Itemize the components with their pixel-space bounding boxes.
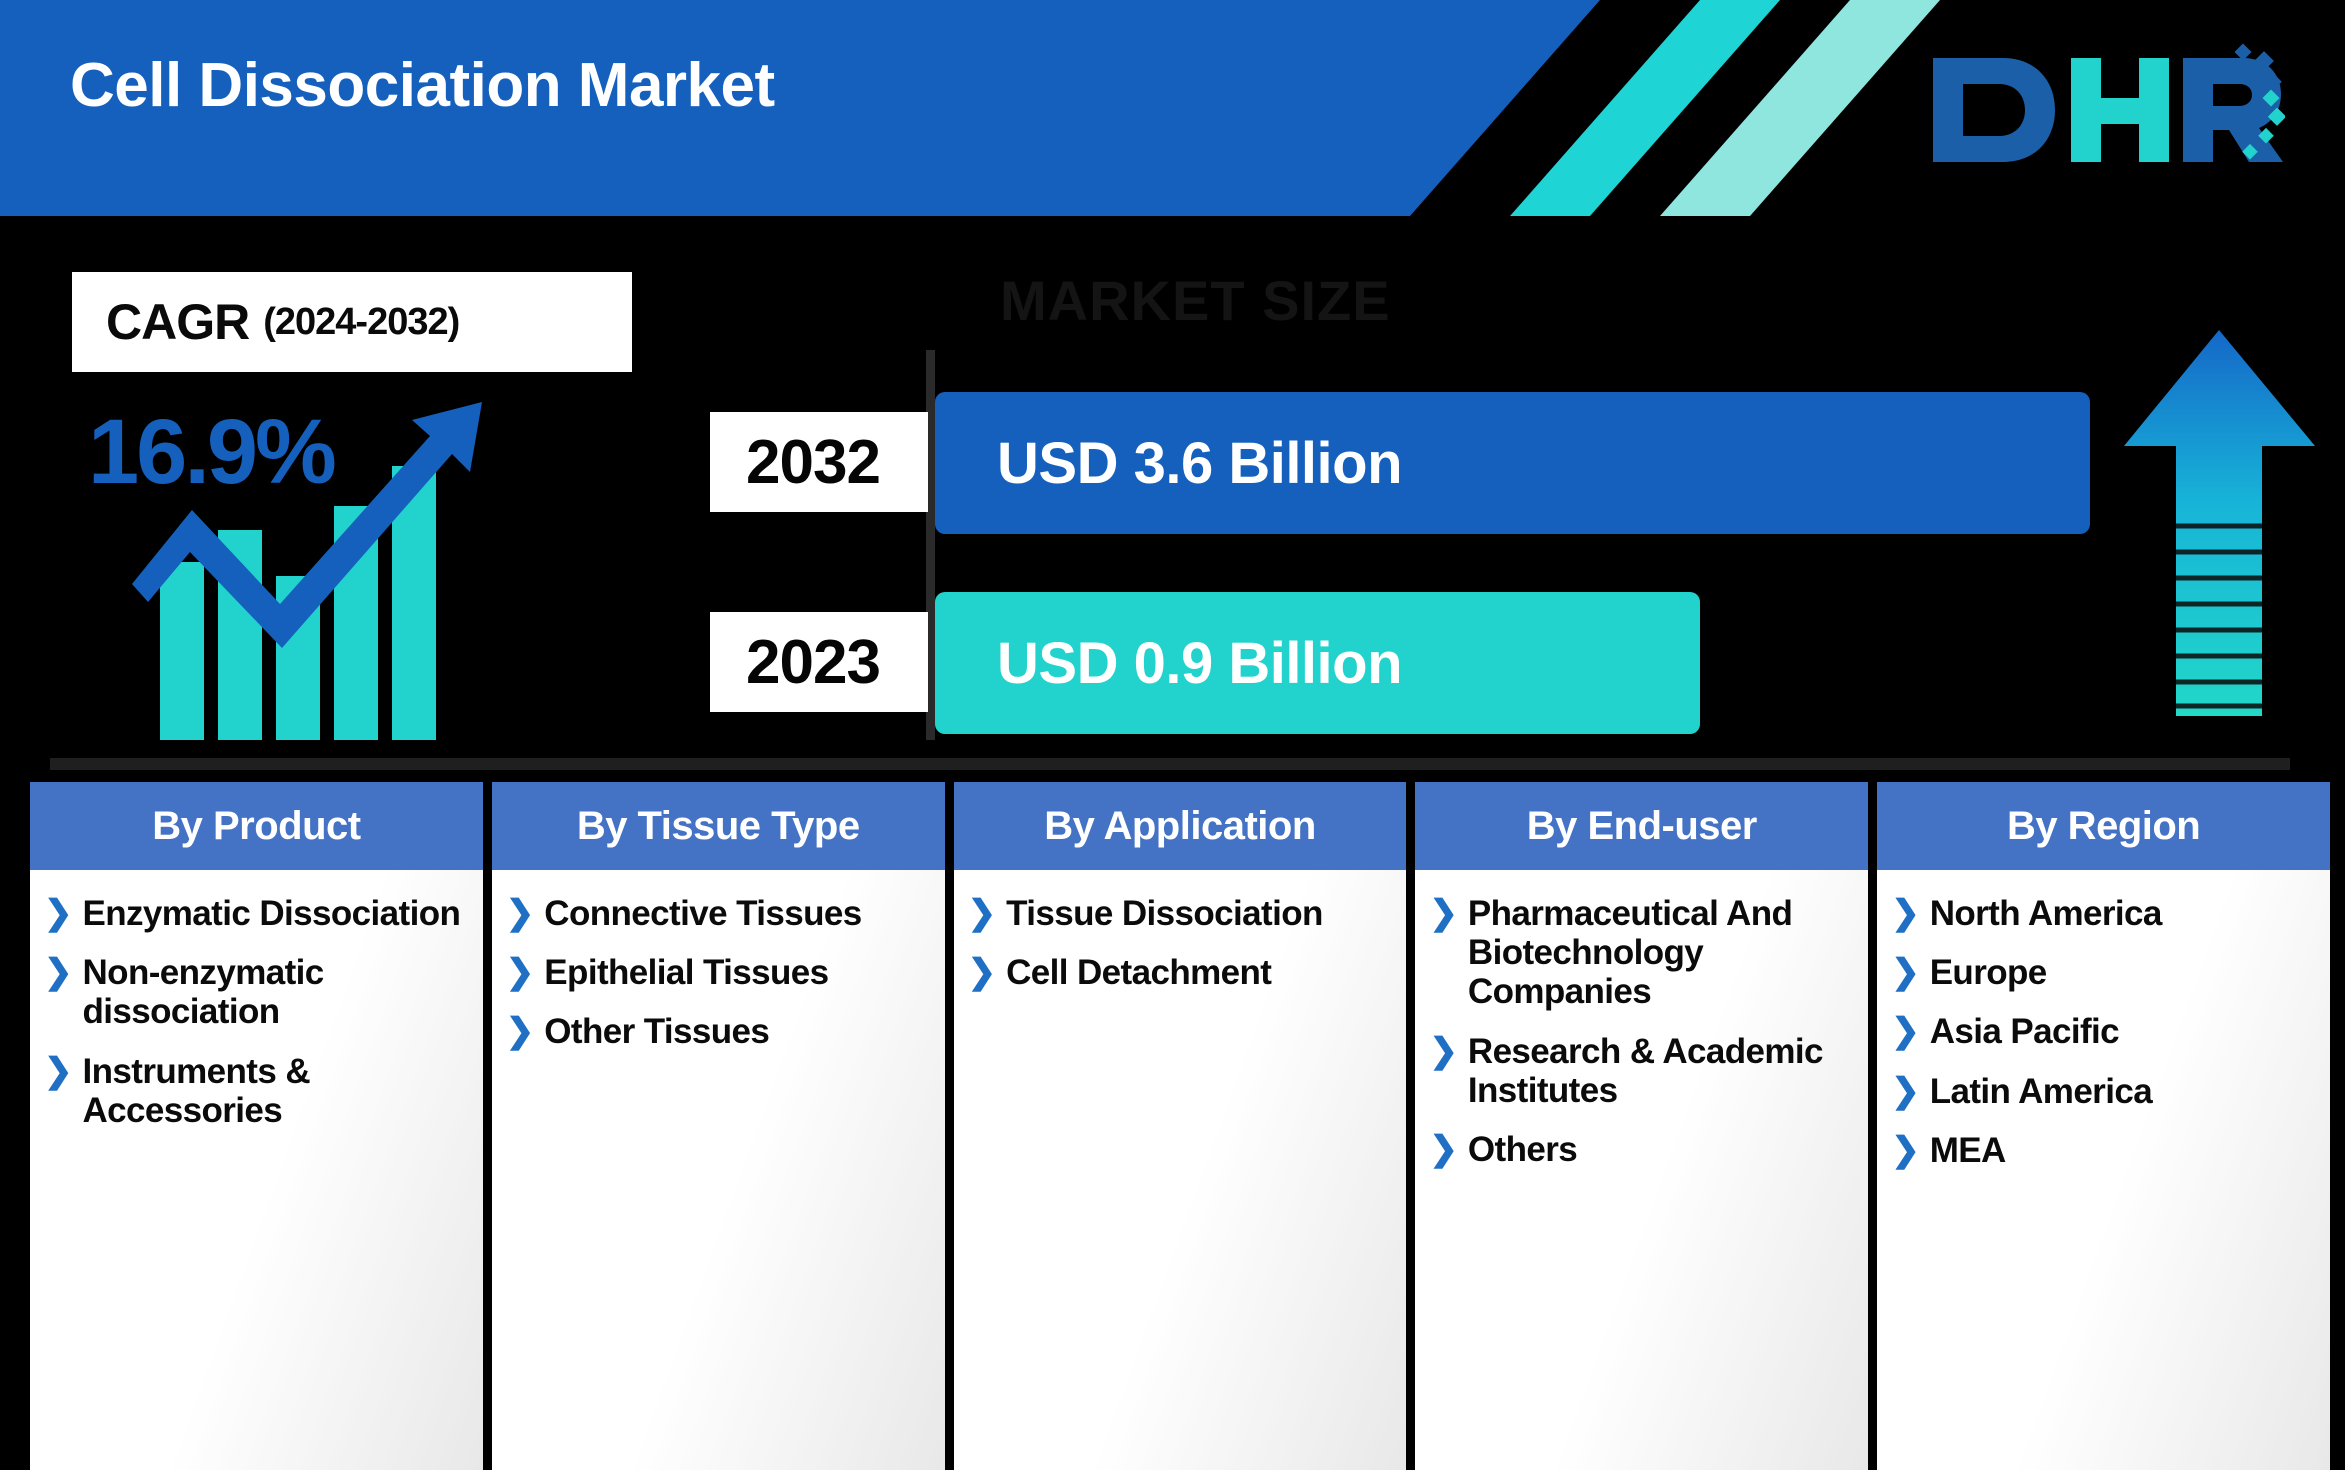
segment-header-label: By Region [2006, 803, 2201, 848]
segment-header-by-tissue-type: By Tissue Type [491, 782, 945, 870]
list-item-label: MEA [1929, 1130, 2007, 1170]
list-item[interactable]: ❯ Pharmaceutical And Biotechnology Compa… [1429, 894, 1854, 1012]
list-item-label: Other Tissues [544, 1012, 770, 1052]
segment-header-by-product: By Product [30, 782, 483, 870]
segment-list-by-end-user: ❯ Pharmaceutical And Biotechnology Compa… [1415, 870, 1868, 1189]
list-item[interactable]: ❯ Latin America [1891, 1072, 2316, 1111]
year-label-2032-text: 2032 [746, 427, 881, 497]
list-item[interactable]: ❯ Enzymatic Dissociation [44, 894, 469, 933]
list-item[interactable]: ❯ Others [1429, 1130, 1854, 1169]
chevron-right-icon: ❯ [44, 953, 73, 992]
list-item-label: Connective Tissues [544, 894, 862, 933]
list-item-label: Pharmaceutical And Biotechnology Compani… [1467, 894, 1793, 1012]
chevron-right-icon: ❯ [1891, 1071, 1920, 1110]
segment-column-by-tissue-type: By Tissue Type ❯ Connective Tissues ❯ Ep… [491, 782, 945, 1470]
list-item-label: Latin America [1929, 1071, 2153, 1111]
list-item-label: Others [1467, 1129, 1578, 1169]
list-item[interactable]: ❯ Europe [1891, 953, 2316, 992]
segment-header-by-application: By Application [953, 782, 1407, 870]
page-title: Cell Dissociation Market [70, 51, 775, 120]
list-item[interactable]: ❯ Instruments & Accessories [44, 1052, 469, 1130]
list-item[interactable]: ❯ Asia Pacific [1891, 1012, 2316, 1051]
segment-list-by-application: ❯ Tissue Dissociation ❯ Cell Detachment [954, 870, 1407, 1012]
cagr-value: 16.9% [88, 401, 337, 503]
chevron-right-icon: ❯ [1891, 1130, 1920, 1169]
segment-columns: By Product ❯ Enzymatic Dissociation ❯ No… [30, 782, 2330, 1470]
year-label-2032: 2032 [710, 412, 928, 512]
chevron-right-icon: ❯ [967, 953, 997, 992]
market-size-value-2023: USD 0.9 Billion [997, 630, 1403, 696]
chart-axis-line [926, 350, 935, 740]
list-item-label: Europe [1929, 953, 2048, 993]
segment-column-by-application: By Application ❯ Tissue Dissociation ❯ C… [953, 782, 1407, 1470]
chevron-right-icon: ❯ [1891, 953, 1920, 992]
market-size-bar-2032: USD 3.6 Billion [935, 392, 2090, 534]
list-item[interactable]: ❯ North America [1891, 894, 2316, 933]
chevron-right-icon: ❯ [1891, 894, 1920, 932]
chevron-right-icon: ❯ [1891, 1012, 1920, 1051]
cagr-box: CAGR (2024-2032) [72, 272, 632, 372]
segment-column-by-region: By Region ❯ North America ❯ Europe ❯ Asi… [1877, 782, 2330, 1470]
segment-header-label: By Product [152, 803, 361, 848]
segment-column-by-end-user: By End-user ❯ Pharmaceutical And Biotech… [1415, 782, 1869, 1470]
list-item[interactable]: ❯ Research & Academic Institutes [1429, 1032, 1854, 1110]
segment-list-by-product: ❯ Enzymatic Dissociation ❯ Non-enzymatic… [30, 870, 483, 1150]
list-item-label: Cell Detachment [1006, 953, 1272, 993]
chevron-right-icon: ❯ [44, 894, 73, 932]
list-item-label: Research & Academic Institutes [1467, 1031, 1824, 1110]
list-item[interactable]: ❯ MEA [1891, 1131, 2316, 1170]
bar-chart-growth-arrow-icon [130, 380, 550, 740]
chevron-right-icon: ❯ [1429, 894, 1458, 932]
chevron-right-icon: ❯ [505, 894, 535, 932]
section-divider [50, 758, 2290, 770]
chevron-right-icon: ❯ [505, 1012, 535, 1051]
segment-list-by-region: ❯ North America ❯ Europe ❯ Asia Pacific … [1877, 870, 2330, 1190]
list-item[interactable]: ❯ Non-enzymatic dissociation [44, 953, 469, 1031]
chevron-right-icon: ❯ [505, 953, 535, 992]
market-size-value-2032: USD 3.6 Billion [997, 430, 1403, 496]
list-item[interactable]: ❯ Cell Detachment [968, 953, 1393, 992]
chevron-right-icon: ❯ [1429, 1031, 1458, 1070]
list-item-label: Non-enzymatic dissociation [82, 953, 325, 1032]
list-item-label: Epithelial Tissues [544, 953, 829, 993]
segment-header-by-region: By Region [1877, 782, 2330, 870]
chevron-right-icon: ❯ [1429, 1129, 1458, 1168]
list-item-label: Instruments & Accessories [82, 1051, 311, 1130]
list-item[interactable]: ❯ Connective Tissues [506, 894, 931, 933]
banner-blue-shape [0, 0, 1600, 216]
chevron-right-icon: ❯ [967, 894, 997, 932]
chevron-right-icon: ❯ [44, 1051, 73, 1090]
segment-list-by-tissue-type: ❯ Connective Tissues ❯ Epithelial Tissue… [492, 870, 945, 1072]
list-item[interactable]: ❯ Tissue Dissociation [968, 894, 1393, 933]
list-item[interactable]: ❯ Other Tissues [506, 1012, 931, 1051]
segment-header-by-end-user: By End-user [1415, 782, 1869, 870]
list-item-label: Asia Pacific [1929, 1012, 2120, 1052]
segment-header-label: By Application [1044, 803, 1316, 848]
list-item[interactable]: ❯ Epithelial Tissues [506, 953, 931, 992]
year-label-2023: 2023 [710, 612, 928, 712]
dhr-logo [1925, 40, 2287, 180]
cagr-label: CAGR [106, 294, 250, 350]
header-banner: Cell Dissociation Market [0, 0, 2345, 216]
list-item-label: North America [1929, 894, 2163, 933]
segment-header-label: By End-user [1526, 803, 1758, 848]
segment-header-label: By Tissue Type [576, 803, 860, 848]
year-label-2023-text: 2023 [746, 627, 881, 697]
cagr-period: (2024-2032) [263, 300, 460, 343]
list-item-label: Tissue Dissociation [1006, 894, 1323, 933]
list-item-label: Enzymatic Dissociation [82, 894, 461, 933]
segment-column-by-product: By Product ❯ Enzymatic Dissociation ❯ No… [30, 782, 483, 1470]
market-size-title: MARKET SIZE [1000, 269, 1391, 332]
market-size-bar-2023: USD 0.9 Billion [935, 592, 1700, 734]
upward-growth-arrow-icon [2122, 328, 2317, 718]
